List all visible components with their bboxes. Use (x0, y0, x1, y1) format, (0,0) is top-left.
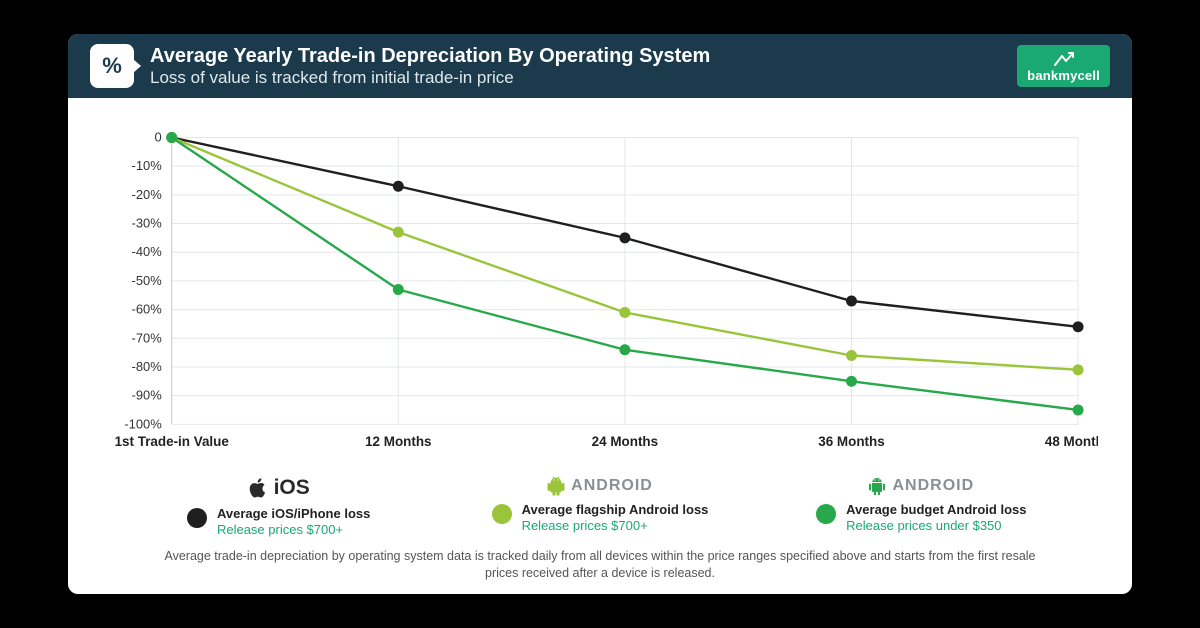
percent-badge-icon: % (90, 44, 134, 88)
legend-text: Average budget Android loss Release pric… (846, 502, 1026, 535)
os-label: ANDROID (892, 477, 974, 495)
legend-line2: Release prices $700+ (522, 518, 709, 534)
legend-line1: Average iOS/iPhone loss (217, 506, 370, 522)
legend-line1: Average flagship Android loss (522, 502, 709, 518)
svg-text:0: 0 (155, 129, 162, 144)
legend-item: Average iOS/iPhone loss Release prices $… (187, 506, 370, 539)
legend-item: Average flagship Android loss Release pr… (492, 502, 709, 535)
svg-text:36 Months: 36 Months (818, 434, 884, 449)
brand-badge: bankmycell (1017, 45, 1110, 87)
chart-subtitle: Loss of value is tracked from initial tr… (150, 68, 1001, 88)
legend-dot (187, 508, 207, 528)
svg-text:-70%: -70% (132, 330, 163, 345)
legend-ios: iOS Average iOS/iPhone loss Release pric… (128, 476, 429, 539)
chart-area: 0 -10% -20% -30% -40% -50% -60% -70% -80% -90% -10… (68, 98, 1132, 476)
android-icon (547, 476, 565, 496)
svg-text:12 Months: 12 Months (365, 434, 431, 449)
infographic-card: % Average Yearly Trade-in Depreciation B… (68, 34, 1132, 594)
legend-text: Average flagship Android loss Release pr… (522, 502, 709, 535)
legend-row: iOS Average iOS/iPhone loss Release pric… (68, 476, 1132, 543)
svg-text:48 Months: 48 Months (1045, 434, 1098, 449)
legend-item: Average budget Android loss Release pric… (816, 502, 1026, 535)
svg-text:24 Months: 24 Months (592, 434, 658, 449)
legend-android-flagship: ANDROID Average flagship Android loss Re… (449, 476, 750, 535)
os-tag-android: ANDROID (547, 476, 653, 496)
svg-text:1st Trade-in Value: 1st Trade-in Value (115, 434, 230, 449)
android-icon (868, 476, 886, 496)
header: % Average Yearly Trade-in Depreciation B… (68, 34, 1132, 98)
svg-text:-30%: -30% (132, 216, 163, 231)
chart-title: Average Yearly Trade-in Depreciation By … (150, 44, 1001, 68)
svg-text:-10%: -10% (132, 158, 163, 173)
os-label: iOS (274, 476, 310, 500)
svg-text:-60%: -60% (132, 302, 163, 317)
legend-dot (492, 504, 512, 524)
legend-line2: Release prices $700+ (217, 522, 370, 538)
svg-text:-40%: -40% (132, 244, 163, 259)
svg-text:-80%: -80% (132, 359, 163, 374)
legend-android-budget: ANDROID Average budget Android loss Rele… (771, 476, 1072, 535)
brand-name: bankmycell (1027, 68, 1100, 83)
legend-text: Average iOS/iPhone loss Release prices $… (217, 506, 370, 539)
footnote: Average trade-in depreciation by operati… (68, 542, 1132, 594)
os-label: ANDROID (571, 477, 653, 495)
legend-line2: Release prices under $350 (846, 518, 1026, 534)
title-block: Average Yearly Trade-in Depreciation By … (150, 44, 1001, 88)
legend-dot (816, 504, 836, 524)
depreciation-line-chart: 0 -10% -20% -30% -40% -50% -60% -70% -80% -90% -10… (102, 112, 1098, 468)
apple-icon (248, 477, 268, 499)
svg-text:-50%: -50% (132, 273, 163, 288)
legend-line1: Average budget Android loss (846, 502, 1026, 518)
os-tag-android: ANDROID (868, 476, 974, 496)
os-tag-ios: iOS (248, 476, 310, 500)
svg-text:-100%: -100% (124, 416, 162, 431)
svg-text:-20%: -20% (132, 187, 163, 202)
svg-text:-90%: -90% (132, 388, 163, 403)
brand-logo-icon (1053, 51, 1075, 67)
